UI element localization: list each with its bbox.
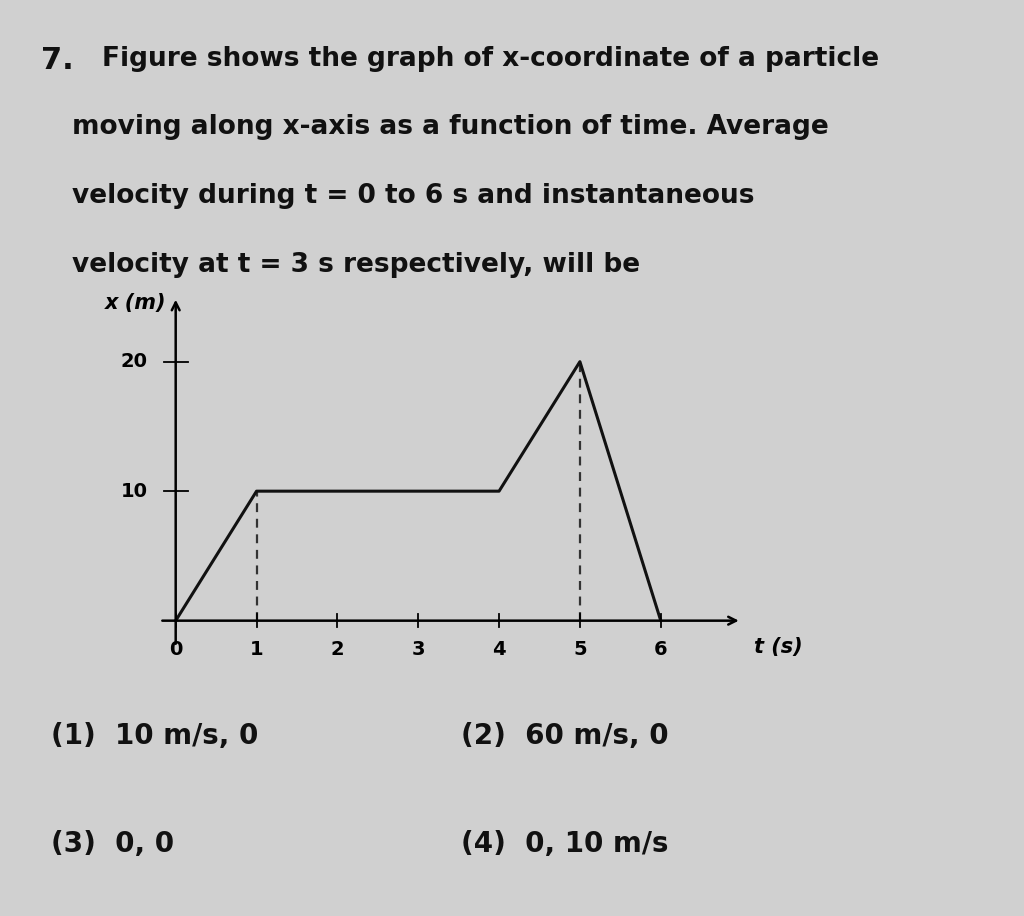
Text: 2: 2: [331, 640, 344, 660]
Text: 10: 10: [121, 482, 147, 501]
Text: 0: 0: [169, 640, 182, 660]
Text: velocity during t = 0 to 6 s and instantaneous: velocity during t = 0 to 6 s and instant…: [72, 183, 755, 209]
Text: t (s): t (s): [754, 637, 803, 657]
Text: Figure shows the graph of x-coordinate of a particle: Figure shows the graph of x-coordinate o…: [102, 46, 880, 71]
Text: (4)  0, 10 m/s: (4) 0, 10 m/s: [461, 830, 669, 858]
Text: 4: 4: [493, 640, 506, 660]
Text: 1: 1: [250, 640, 263, 660]
Text: (2)  60 m/s, 0: (2) 60 m/s, 0: [461, 723, 669, 750]
Text: moving along x-axis as a function of time. Average: moving along x-axis as a function of tim…: [72, 114, 828, 140]
Text: 3: 3: [412, 640, 425, 660]
Text: velocity at t = 3 s respectively, will be: velocity at t = 3 s respectively, will b…: [72, 252, 640, 278]
Text: x (m): x (m): [104, 293, 166, 313]
Text: (1)  10 m/s, 0: (1) 10 m/s, 0: [51, 723, 259, 750]
Text: 6: 6: [654, 640, 668, 660]
Text: 20: 20: [121, 352, 147, 371]
Text: 5: 5: [573, 640, 587, 660]
Text: (3)  0, 0: (3) 0, 0: [51, 830, 174, 858]
Text: 7.: 7.: [41, 46, 74, 75]
